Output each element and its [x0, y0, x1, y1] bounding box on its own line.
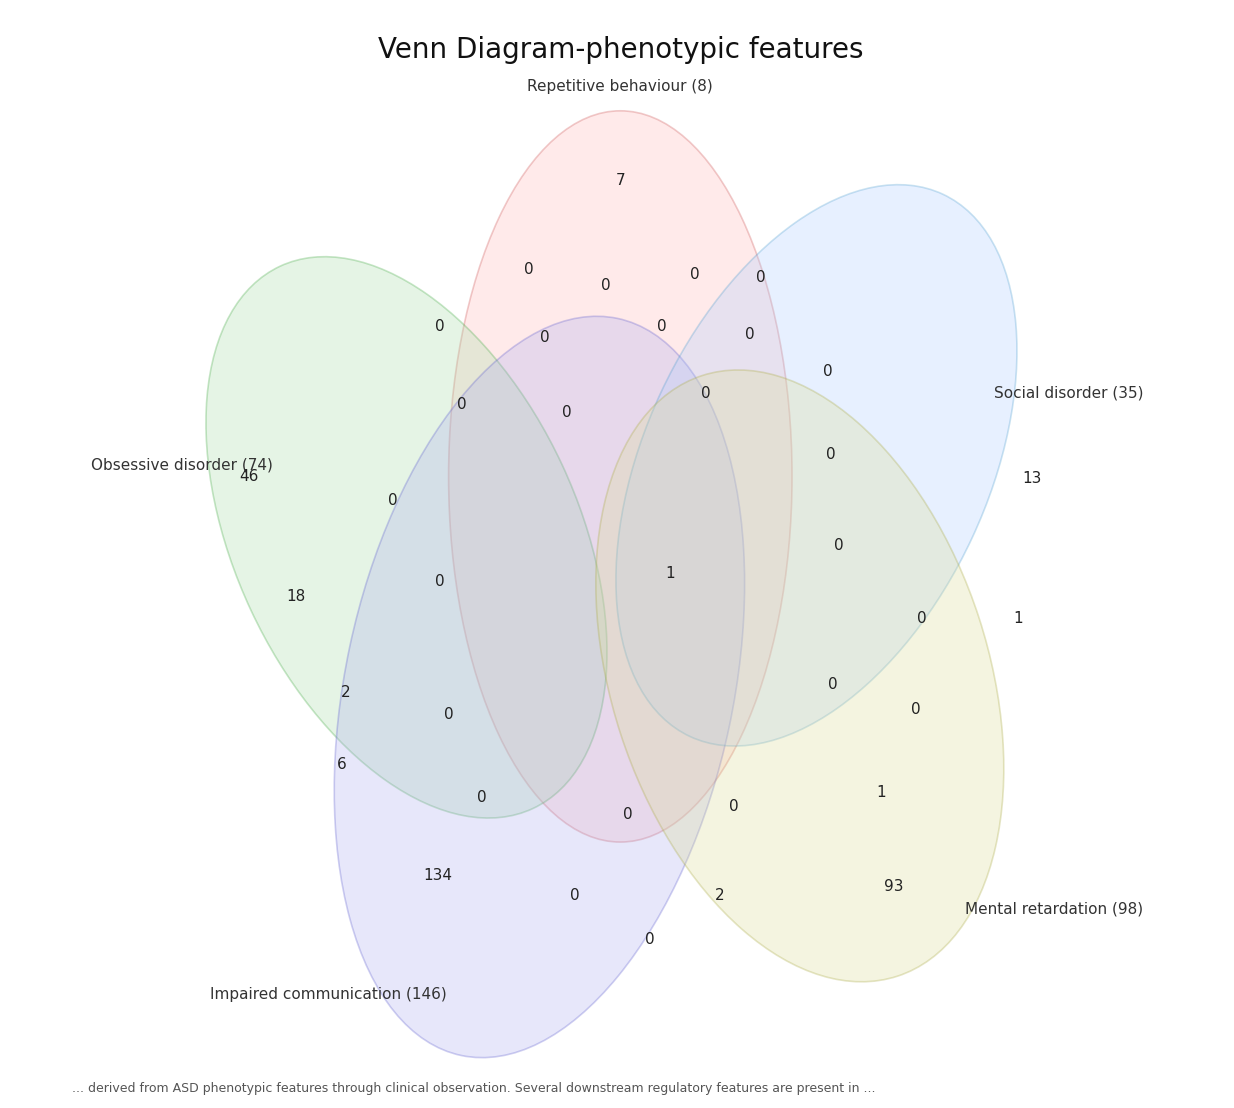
Text: ... derived from ASD phenotypic features through clinical observation. Several d: ... derived from ASD phenotypic features…: [72, 1081, 875, 1095]
Text: 0: 0: [701, 386, 711, 401]
Text: 0: 0: [457, 397, 466, 412]
Text: 0: 0: [756, 269, 766, 285]
Text: 0: 0: [623, 807, 633, 822]
Ellipse shape: [206, 257, 607, 818]
Text: 18: 18: [286, 588, 305, 604]
Text: 2: 2: [716, 888, 724, 903]
Ellipse shape: [596, 370, 1003, 982]
Text: 0: 0: [444, 707, 453, 722]
Ellipse shape: [334, 316, 744, 1058]
Text: 0: 0: [389, 493, 399, 509]
Text: 93: 93: [885, 879, 903, 894]
Text: Obsessive disorder (74): Obsessive disorder (74): [91, 458, 273, 473]
Text: 0: 0: [912, 701, 921, 717]
Text: 1: 1: [876, 784, 886, 800]
Text: 13: 13: [1023, 471, 1043, 486]
Text: 0: 0: [823, 363, 832, 379]
Text: 2: 2: [341, 685, 350, 700]
Text: 0: 0: [917, 611, 927, 626]
Text: Impaired communication (146): Impaired communication (146): [210, 987, 447, 1003]
Text: 0: 0: [826, 447, 835, 462]
Text: 0: 0: [745, 327, 755, 342]
Text: Venn Diagram-phenotypic features: Venn Diagram-phenotypic features: [378, 35, 863, 64]
Text: 46: 46: [239, 469, 259, 484]
Text: 0: 0: [601, 278, 611, 294]
Text: 0: 0: [434, 319, 444, 335]
Text: 0: 0: [828, 677, 838, 692]
Text: 134: 134: [423, 868, 452, 883]
Ellipse shape: [616, 185, 1017, 746]
Text: 6: 6: [337, 757, 347, 772]
Text: Mental retardation (98): Mental retardation (98): [965, 901, 1143, 916]
Text: 0: 0: [540, 330, 550, 346]
Text: 0: 0: [478, 790, 486, 806]
Text: Social disorder (35): Social disorder (35): [993, 386, 1143, 401]
Text: 0: 0: [728, 799, 738, 814]
Text: 0: 0: [434, 574, 444, 589]
Text: 1: 1: [665, 566, 675, 582]
Text: 0: 0: [570, 888, 580, 903]
Ellipse shape: [449, 111, 792, 842]
Text: 0: 0: [645, 932, 655, 947]
Text: 0: 0: [690, 267, 700, 283]
Text: 0: 0: [656, 319, 666, 335]
Text: 0: 0: [523, 261, 533, 277]
Text: 0: 0: [834, 537, 843, 553]
Text: 1: 1: [1013, 611, 1023, 626]
Text: Repetitive behaviour (8): Repetitive behaviour (8): [527, 79, 713, 94]
Text: 0: 0: [563, 404, 571, 420]
Text: 7: 7: [616, 173, 626, 188]
